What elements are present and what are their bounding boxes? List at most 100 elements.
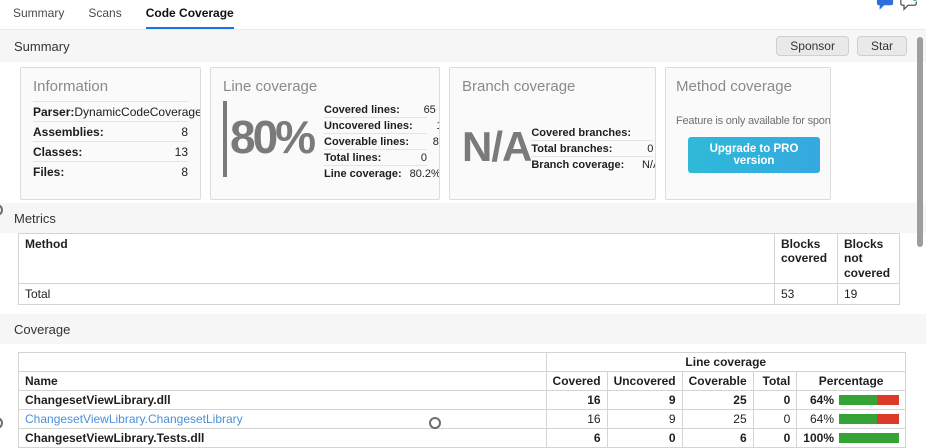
stat-label: Branch coverage: (531, 159, 625, 171)
metrics-header-row: Method Blocks covered Blocks not covered (18, 232, 900, 285)
method-coverage-card: Method coverage Feature is only availabl… (665, 67, 831, 200)
uncovered-cell: 9 (606, 390, 683, 411)
card-title: Information (33, 78, 109, 95)
info-value: 8 (181, 125, 188, 139)
metrics-table: Method Blocks covered Blocks not covered… (18, 232, 900, 306)
covered-cell: 16 (545, 390, 608, 411)
line-coverage-card: Line coverage 80% Covered lines: 65 Unco… (210, 67, 440, 200)
coverage-group-header-row: Line coverage (18, 352, 907, 373)
info-value: DynamicCodeCoverage (74, 105, 201, 119)
vertical-scrollbar-thumb[interactable] (917, 37, 923, 247)
sponsors-note: Feature is only available for sponsors (676, 115, 831, 127)
coverable-cell: 25 (681, 409, 754, 430)
tab-bar: Summary Scans Code Coverage (0, 0, 926, 30)
stat-label: Uncovered lines: (324, 120, 413, 132)
stat-label: Line coverage: (324, 168, 402, 180)
summary-section-title: Summary (14, 38, 70, 54)
stat-row: Line coverage: 80.2% (324, 166, 439, 181)
coverage-bar-fill (839, 433, 899, 444)
column-header-coverable: Coverable (681, 371, 754, 392)
stat-row: Total lines: 0 (324, 150, 427, 166)
stat-row: Covered branches: 0 (531, 125, 655, 141)
class-link[interactable]: ChangesetViewLibrary.ChangesetLibrary (25, 412, 243, 427)
info-label: Parser: (33, 105, 75, 119)
assembly-name: ChangesetViewLibrary.Tests.dll (18, 428, 547, 448)
comment-icon[interactable] (876, 0, 894, 14)
coverage-bar-fill (839, 414, 878, 425)
table-row-assembly: ChangesetViewLibrary.dll 16 9 25 0 64% (18, 390, 906, 411)
assembly-name: ChangesetViewLibrary.dll (18, 390, 547, 411)
upgrade-pro-button[interactable]: Upgrade to PRO version (688, 137, 820, 173)
coverage-section-header: Coverage (0, 314, 926, 345)
info-row: Classes: 13 (33, 141, 188, 161)
metrics-blocks-not-covered-cell: 19 (837, 283, 900, 306)
column-header-blocks-covered: Blocks covered (774, 232, 838, 285)
sponsor-button[interactable]: Sponsor (776, 36, 849, 56)
summary-section-header: Summary Sponsor Star (0, 30, 926, 62)
covered-cell: 6 (545, 428, 608, 448)
stat-value: N/A (641, 159, 655, 171)
metrics-section-title: Metrics (14, 210, 56, 226)
tab-scans[interactable]: Scans (88, 6, 122, 20)
table-row-class: ChangesetViewLibrary.ChangesetLibrary 16… (18, 409, 906, 430)
coverage-header-row: Name Covered Uncovered Coverable Total P… (18, 371, 906, 392)
star-button[interactable]: Star (856, 36, 907, 56)
summary-cards: Information Parser: DynamicCodeCoverage … (0, 62, 926, 203)
header-icons (876, 0, 919, 15)
info-row: Files: 8 (33, 161, 188, 181)
coverable-cell: 25 (681, 390, 754, 411)
stat-value: 81 (432, 136, 439, 148)
card-title: Branch coverage (462, 78, 576, 95)
column-header-method: Method (18, 232, 775, 285)
column-header-blocks-not-covered: Blocks not covered (837, 232, 900, 285)
stat-row: Branch coverage: N/A (531, 157, 655, 172)
coverage-table: Line coverage Name Covered Uncovered Cov… (18, 352, 907, 448)
metrics-table-wrap: Method Blocks covered Blocks not covered… (0, 232, 926, 306)
stat-row: Coverable lines: 81 (324, 134, 439, 150)
stat-value: 0 (639, 127, 655, 139)
stat-label: Coverable lines: (324, 136, 409, 148)
total-cell: 0 (752, 390, 798, 411)
stat-row: Uncovered lines: 16 (324, 118, 439, 134)
stat-value: 0 (647, 143, 654, 155)
info-value: 13 (174, 145, 188, 159)
add-comment-icon[interactable] (899, 0, 919, 15)
info-label: Files: (33, 165, 65, 179)
tab-summary[interactable]: Summary (13, 6, 65, 20)
table-row-assembly: ChangesetViewLibrary.Tests.dll 6 0 6 0 1… (18, 428, 906, 448)
tab-code-coverage[interactable]: Code Coverage (145, 6, 234, 29)
table-row: Total 53 19 (18, 283, 900, 306)
coverable-cell: 6 (681, 428, 754, 448)
stat-value: 0 (420, 152, 427, 164)
uncovered-cell: 0 (606, 428, 683, 448)
covered-cell: 16 (545, 409, 608, 430)
coverage-section-title: Coverage (14, 321, 71, 337)
coverage-bar (839, 395, 899, 406)
coverage-bar-fill (839, 395, 878, 406)
metrics-method-cell: Total (18, 283, 775, 306)
line-coverage-big-value: 80% (230, 111, 316, 163)
card-title: Method coverage (676, 78, 792, 95)
branch-coverage-card: Branch coverage N/A Covered branches: 0 … (449, 67, 656, 200)
group-header-spacer (18, 352, 547, 373)
total-cell: 0 (752, 409, 798, 430)
uncovered-cell: 9 (606, 409, 683, 430)
total-cell: 0 (752, 428, 798, 448)
stat-row: Total branches: 0 (531, 141, 654, 157)
information-card: Information Parser: DynamicCodeCoverage … (20, 67, 201, 200)
stat-value: 65 (423, 104, 436, 116)
column-header-total: Total (752, 371, 798, 392)
stat-label: Covered lines: (324, 104, 400, 116)
stat-value: 16 (421, 120, 439, 132)
stat-row: Covered lines: 65 (324, 102, 436, 118)
card-title: Line coverage (223, 78, 318, 95)
branch-coverage-big-value: N/A (462, 123, 532, 170)
big-value-accent-bar (223, 101, 227, 177)
pct-label: 64% (809, 412, 834, 427)
info-label: Assemblies: (33, 125, 104, 139)
info-row: Assemblies: 8 (33, 121, 188, 141)
metrics-section-header: Metrics (0, 203, 926, 233)
circle-fragment-bottom-center (429, 417, 441, 429)
group-header-line-coverage: Line coverage (545, 352, 907, 373)
coverage-bar (839, 433, 899, 444)
